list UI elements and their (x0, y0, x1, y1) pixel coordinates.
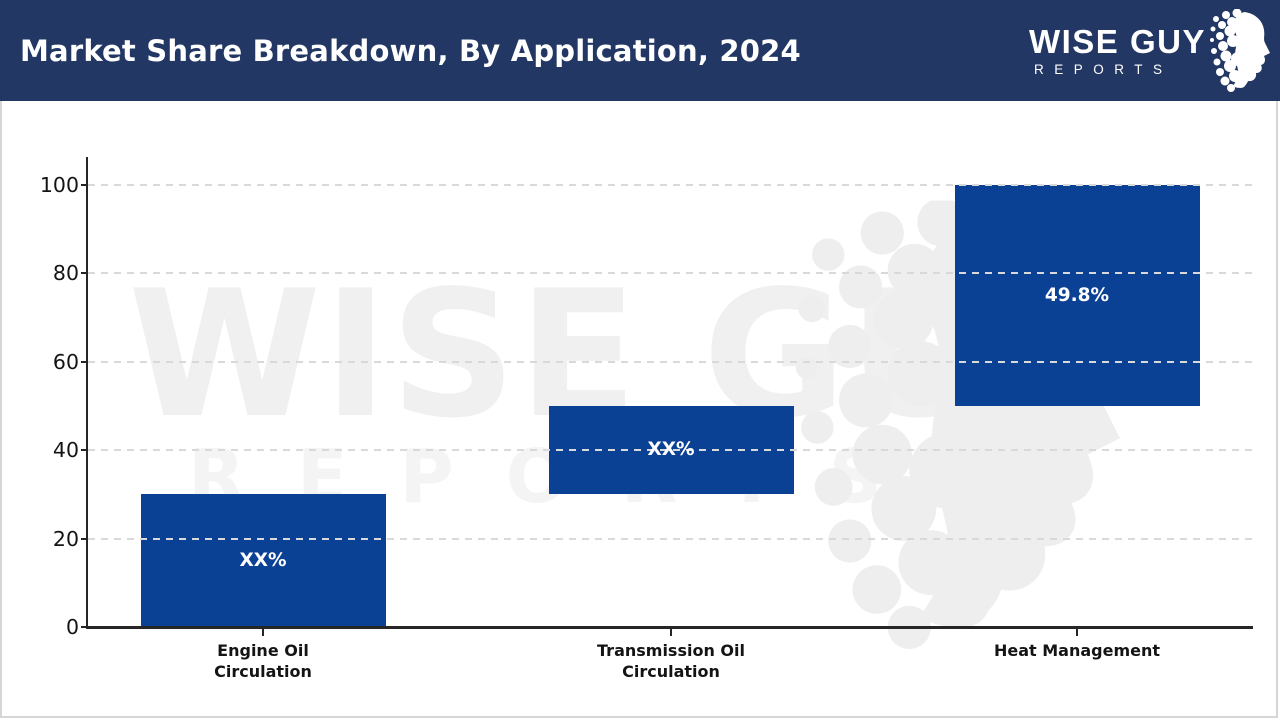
x-category-label: Transmission Oil Circulation (597, 641, 745, 681)
gridline (88, 272, 1253, 275)
y-tick-label: 20 (52, 526, 79, 551)
y-tick-label: 40 (52, 438, 79, 463)
wiseguy-head-icon (1208, 9, 1270, 93)
y-tick-mark (81, 449, 88, 452)
brand-subname: REPORTS (1033, 61, 1173, 77)
bar-value-label: XX% (647, 439, 695, 461)
gridline (88, 449, 1253, 452)
brand-name: WISE GUY (1028, 22, 1206, 60)
gridline (88, 184, 1253, 186)
page-border-right (1276, 101, 1278, 718)
brand-logo-text: WISE GUY REPORTS (1028, 22, 1206, 77)
y-tick-label: 80 (52, 261, 79, 286)
page-border-left (0, 101, 2, 718)
bar (140, 494, 386, 627)
x-tick-mark (262, 629, 264, 636)
y-tick-mark (81, 537, 88, 540)
brand-logo: WISE GUY REPORTS (1029, 0, 1280, 101)
y-tick-label: 60 (52, 349, 79, 374)
y-tick-mark (81, 360, 88, 363)
page-title: Market Share Breakdown, By Application, … (20, 33, 801, 68)
header: Market Share Breakdown, By Application, … (0, 0, 1280, 101)
bar-value-label: 49.8% (1044, 284, 1110, 306)
page-border-bottom (0, 716, 1278, 718)
x-axis-line (86, 626, 1253, 629)
gridline (88, 360, 1253, 363)
x-category-label: Heat Management (993, 641, 1161, 660)
bar-value-label: XX% (239, 549, 287, 571)
x-tick-mark (1076, 629, 1078, 636)
gridline (88, 537, 1253, 540)
x-tick-mark (670, 629, 672, 636)
y-tick-mark (81, 626, 88, 628)
y-axis-line (86, 157, 88, 627)
y-tick-label: 100 (39, 173, 79, 197)
y-tick-mark (81, 184, 88, 186)
y-tick-mark (81, 272, 88, 275)
x-category-label: Engine Oil Circulation (214, 641, 312, 681)
y-tick-label: 0 (65, 615, 79, 639)
